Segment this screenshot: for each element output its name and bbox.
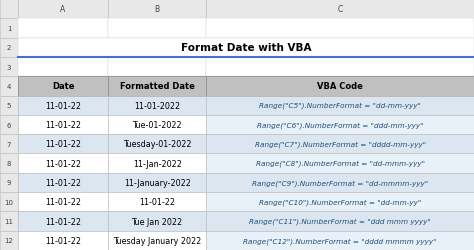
Text: Formatted Date: Formatted Date (120, 82, 194, 91)
Bar (18, 58, 108, 77)
Bar (206, 192, 474, 212)
Text: 7: 7 (7, 141, 11, 147)
Text: Range("C11").NumberFormat = "ddd mmm yyyy": Range("C11").NumberFormat = "ddd mmm yyy… (249, 218, 431, 224)
Text: Range("C7").NumberFormat = "dddd-mm-yyy": Range("C7").NumberFormat = "dddd-mm-yyy" (255, 141, 426, 148)
Text: 11-01-22: 11-01-22 (45, 120, 81, 130)
Bar (108, 212, 206, 231)
Text: 1: 1 (7, 26, 11, 32)
Bar (206, 96, 474, 116)
Text: 8: 8 (7, 160, 11, 166)
Bar (18, 19, 108, 38)
Text: 11-01-22: 11-01-22 (45, 159, 81, 168)
Text: Range("C8").NumberFormat = "dd-mmm-yyy": Range("C8").NumberFormat = "dd-mmm-yyy" (255, 160, 425, 167)
Text: 11-01-22: 11-01-22 (45, 198, 81, 206)
Bar (0, 58, 18, 77)
Text: 11-01-22: 11-01-22 (45, 101, 81, 110)
Bar (108, 58, 206, 77)
Text: Range("C9").NumberFormat = "dd-mmmm-yyy": Range("C9").NumberFormat = "dd-mmmm-yyy" (252, 180, 428, 186)
Bar (0, 77, 18, 96)
Bar (0, 0, 18, 19)
Bar (18, 96, 108, 116)
Text: 6: 6 (7, 122, 11, 128)
Text: 11-01-22: 11-01-22 (139, 198, 175, 206)
Text: C: C (337, 5, 343, 14)
Text: Range("C6").NumberFormat = "ddd-mm-yyy": Range("C6").NumberFormat = "ddd-mm-yyy" (257, 122, 423, 128)
Bar (206, 173, 474, 192)
Bar (108, 77, 206, 96)
Bar (108, 154, 206, 173)
Bar (18, 192, 108, 212)
Text: 11-Jan-2022: 11-Jan-2022 (133, 159, 182, 168)
Text: 11: 11 (5, 218, 13, 224)
Text: Tue Jan 2022: Tue Jan 2022 (132, 217, 182, 226)
Text: Tuesday January 2022: Tuesday January 2022 (113, 236, 201, 245)
Text: Tue-01-2022: Tue-01-2022 (132, 120, 182, 130)
Text: 11-01-2022: 11-01-2022 (134, 101, 180, 110)
Text: Range("C12").NumberFormat = "dddd mmmm yyyy": Range("C12").NumberFormat = "dddd mmmm y… (243, 237, 437, 244)
Bar (206, 77, 474, 96)
Bar (18, 154, 108, 173)
Bar (18, 173, 108, 192)
Text: 5: 5 (7, 103, 11, 109)
Text: 4: 4 (7, 84, 11, 89)
Text: 2: 2 (7, 45, 11, 51)
Bar (108, 96, 206, 116)
Text: 12: 12 (5, 238, 13, 243)
Bar (0, 134, 18, 154)
Text: Range("C5").NumberFormat = "dd-mm-yyy": Range("C5").NumberFormat = "dd-mm-yyy" (259, 102, 421, 109)
Bar (0, 173, 18, 192)
Text: Range("C10").NumberFormat = "dd-mm-yy": Range("C10").NumberFormat = "dd-mm-yy" (259, 199, 421, 205)
Bar (108, 173, 206, 192)
Bar (206, 116, 474, 134)
Bar (108, 19, 206, 38)
Text: 11-January-2022: 11-January-2022 (124, 178, 191, 187)
Bar (206, 19, 474, 38)
Bar (206, 154, 474, 173)
Text: 9: 9 (7, 180, 11, 186)
Bar (18, 231, 108, 250)
Bar (18, 0, 108, 19)
Bar (206, 212, 474, 231)
Bar (0, 19, 18, 38)
Text: B: B (155, 5, 160, 14)
Bar (18, 134, 108, 154)
Bar (108, 231, 206, 250)
Text: 11-01-22: 11-01-22 (45, 140, 81, 149)
Bar (108, 0, 206, 19)
Bar (108, 116, 206, 134)
Text: 11-01-22: 11-01-22 (45, 236, 81, 245)
Bar (206, 0, 474, 19)
Bar (18, 38, 474, 58)
Bar (0, 154, 18, 173)
Text: Date: Date (52, 82, 74, 91)
Text: A: A (60, 5, 66, 14)
Text: 11-01-22: 11-01-22 (45, 178, 81, 187)
Bar (0, 212, 18, 231)
Text: 3: 3 (7, 64, 11, 70)
Text: Format Date with VBA: Format Date with VBA (181, 43, 311, 53)
Bar (0, 38, 18, 58)
Bar (18, 212, 108, 231)
Bar (18, 77, 108, 96)
Text: VBA Code: VBA Code (317, 82, 363, 91)
Bar (206, 134, 474, 154)
Bar (18, 116, 108, 134)
Bar (0, 192, 18, 212)
Bar (0, 231, 18, 250)
Bar (108, 192, 206, 212)
Bar (206, 58, 474, 77)
Bar (108, 134, 206, 154)
Text: 10: 10 (5, 199, 13, 205)
Bar (0, 96, 18, 116)
Bar (0, 116, 18, 134)
Text: 11-01-22: 11-01-22 (45, 217, 81, 226)
Text: Tuesday-01-2022: Tuesday-01-2022 (123, 140, 191, 149)
Bar (206, 231, 474, 250)
